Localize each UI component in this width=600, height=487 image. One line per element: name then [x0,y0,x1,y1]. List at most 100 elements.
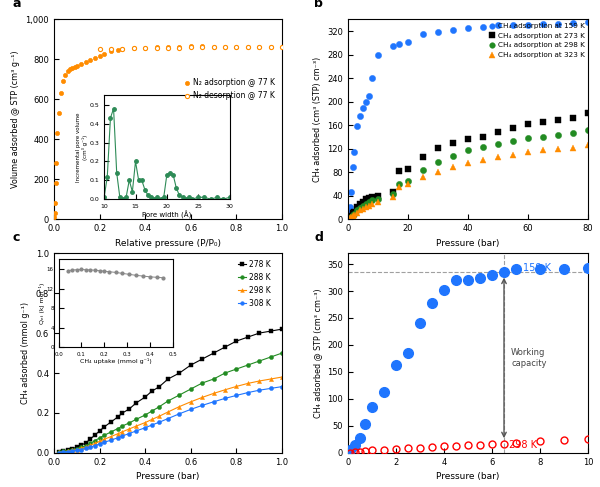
CH₄ adsorption at 323 K [404,181,412,187]
CH₄ adsorption at 323 K [539,147,547,153]
CH₄ adsorption at 298 K [362,201,370,207]
CH₄ adsorption at 323 K [350,212,358,218]
CH₄ adsorption at 298 K [389,191,397,197]
CH₄ adsorption at 323 K [494,154,502,160]
308 K [233,393,240,398]
308 K [59,449,67,455]
278 K [187,362,194,368]
CH₄ adsorption at 159 K [554,21,562,27]
288 K [78,445,85,450]
N₂ adsorption @ 77 K [62,73,69,78]
278 K [148,388,155,394]
278 K [68,446,76,452]
288 K [91,438,98,444]
X-axis label: Pressure (bar): Pressure (bar) [436,472,500,481]
298 K [210,391,217,396]
298 K [73,447,80,452]
278 K [164,376,172,382]
Text: a: a [13,0,22,11]
CH₄ adsorption at 273 K [569,115,577,121]
N₂ adsorption @ 77 K [101,51,108,57]
N₂ desorption @ 77 K [153,45,160,51]
CH₄ adsorption at 273 K [346,215,353,221]
278 K [125,406,133,412]
CH₄ adsorption at 273 K [365,195,373,201]
288 K [256,358,263,364]
288 K [59,449,67,454]
298 K [59,449,67,455]
298 K [176,404,183,410]
CH₄ adsorption at 273 K [464,136,472,142]
N₂ desorption @ 77 K [244,44,251,50]
308 K [244,390,251,395]
CH₄ adsorption at 323 K [509,151,517,157]
Text: 159 K: 159 K [523,262,551,273]
298 K [119,429,126,435]
N₂ adsorption @ 77 K [71,64,78,70]
288 K [233,366,240,372]
CH₄ adsorption at 323 K [346,216,353,222]
298 K [187,399,194,405]
278 K [96,428,103,434]
278 K [114,414,121,420]
288 K [187,386,194,392]
CH₄ adsorption at 159 K [419,31,427,37]
288 K [114,426,121,431]
Line: N₂ desorption @ 77 K: N₂ desorption @ 77 K [98,44,284,52]
CH₄ adsorption at 323 K [524,149,532,154]
288 K [176,392,183,398]
288 K [244,362,251,368]
CH₄ adsorption at 323 K [349,213,356,219]
CH₄ adsorption at 323 K [479,157,487,163]
CH₄ adsorption at 273 K [539,119,547,125]
278 K [55,449,62,455]
CH₄ adsorption at 273 K [449,140,457,146]
308 K [278,384,286,390]
288 K [68,447,76,452]
298 K [125,426,133,432]
Line: CH₄ adsorption at 273 K: CH₄ adsorption at 273 K [345,111,591,222]
278 K [133,400,140,406]
CH₄ adsorption at 298 K [395,181,403,187]
CH₄ adsorption at 273 K [395,168,403,174]
CH₄ adsorption at 298 K [365,199,373,205]
N₂ desorption @ 77 K [119,46,126,52]
Y-axis label: Volume adsorbed @ STP (cm³ g⁻¹): Volume adsorbed @ STP (cm³ g⁻¹) [11,51,20,188]
298 K [78,446,85,451]
288 K [142,412,149,418]
CH₄ adsorption at 273 K [374,193,382,199]
CH₄ adsorption at 323 K [449,165,457,170]
CH₄ adsorption at 323 K [356,207,364,213]
CH₄ adsorption at 159 K [584,19,592,25]
CH₄ adsorption at 298 K [569,130,577,136]
N₂ desorption @ 77 K [199,44,206,50]
298 K [267,376,274,382]
278 K [142,394,149,400]
278 K [199,356,206,362]
CH₄ adsorption at 273 K [554,117,562,123]
N₂ adsorption @ 77 K [91,55,98,61]
N₂ adsorption @ 77 K [68,65,76,71]
CH₄ adsorption at 298 K [344,216,352,222]
298 K [82,444,89,450]
298 K [221,387,229,393]
N₂ adsorption @ 77 K [210,44,217,50]
CH₄ adsorption at 323 K [554,146,562,151]
Y-axis label: CH₄ adsorbed (mmol g⁻¹): CH₄ adsorbed (mmol g⁻¹) [22,302,31,404]
CH₄ adsorption at 323 K [362,204,370,210]
Line: 288 K: 288 K [56,351,284,454]
CH₄ adsorption at 159 K [509,22,517,28]
Text: b: b [314,0,323,11]
308 K [73,448,80,453]
288 K [221,370,229,376]
298 K [64,448,71,454]
288 K [164,398,172,404]
CH₄ adsorption at 159 K [464,25,472,31]
CH₄ adsorption at 159 K [479,23,487,29]
N₂ desorption @ 77 K [142,45,149,51]
N₂ adsorption @ 77 K [57,91,64,96]
308 K [267,386,274,392]
Y-axis label: CH₄ adsorbed @ STP (cm³ cm⁻³): CH₄ adsorbed @ STP (cm³ cm⁻³) [313,288,322,418]
N₂ adsorption @ 77 K [278,44,286,50]
Text: d: d [314,231,323,244]
